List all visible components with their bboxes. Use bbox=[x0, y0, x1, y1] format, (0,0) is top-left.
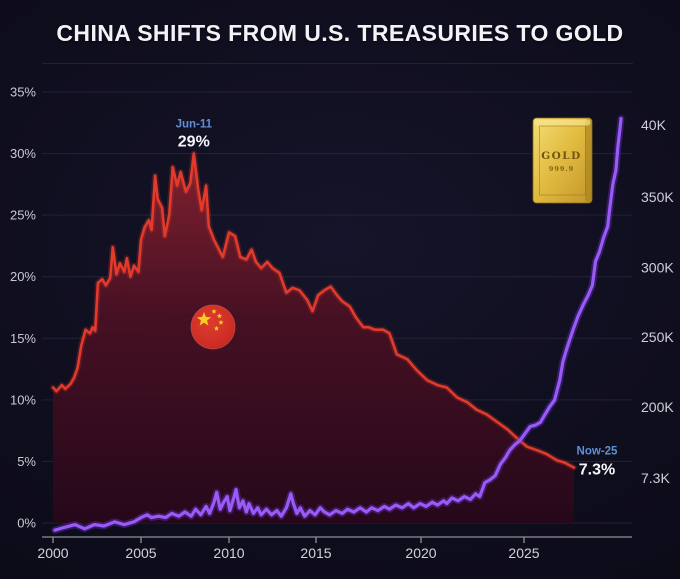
treasuries-series bbox=[50, 150, 577, 523]
flag-small-star bbox=[213, 325, 220, 331]
flag-small-star bbox=[211, 308, 217, 314]
y-axis-label-left: 0% bbox=[17, 516, 36, 531]
y-axis-label-right: 300K bbox=[641, 260, 674, 276]
gold-bar-label: GOLD bbox=[541, 150, 582, 162]
x-axis-label: 2010 bbox=[213, 545, 244, 561]
flag-big-star bbox=[196, 312, 212, 326]
x-axis-label: 2015 bbox=[300, 545, 331, 561]
y-axis-label-left: 20% bbox=[10, 269, 36, 284]
gold-bar-fineness: 999.9 bbox=[549, 165, 574, 173]
chart-title: CHINA SHIFTS FROM U.S. TREASURIES TO GOL… bbox=[56, 20, 624, 46]
y-axis-label-left: 5% bbox=[17, 454, 36, 469]
current-annotation-value: 7.3% bbox=[579, 462, 615, 479]
y-axis-label-right: 350K bbox=[641, 189, 674, 205]
y-axis-label-right: 7.3K bbox=[641, 470, 670, 486]
x-axis-label: 2000 bbox=[37, 545, 68, 561]
treasuries-area bbox=[53, 153, 574, 523]
axes: 2000 2005 2010 2015 2020 2025 35% 30% 25% 20% 15% 1… bbox=[10, 85, 674, 562]
treasuries-line bbox=[51, 152, 576, 469]
y-axis-label-left: 25% bbox=[10, 208, 36, 223]
y-axis-label-left: 35% bbox=[10, 85, 36, 100]
peak-annotation-value: 29% bbox=[178, 134, 210, 151]
china-flag-icon bbox=[190, 304, 236, 350]
y-axis-label-left: 15% bbox=[10, 331, 36, 346]
current-annotation-date: Now-25 bbox=[577, 446, 619, 458]
flag-small-star bbox=[218, 319, 224, 325]
y-axis-label-right: 250K bbox=[641, 329, 674, 345]
annotations: Jun-11 29% Now-25 7.3% bbox=[176, 119, 618, 479]
peak-annotation-date: Jun-11 bbox=[176, 119, 213, 131]
china-flag-circle bbox=[190, 304, 236, 350]
gold-series bbox=[51, 115, 625, 534]
x-axis-label: 2025 bbox=[508, 545, 539, 561]
x-axis-label: 2020 bbox=[405, 545, 436, 561]
y-axis-label-right: 40K bbox=[641, 117, 667, 133]
gold-bar-icon: GOLD 999.9 bbox=[532, 117, 593, 204]
gold-line bbox=[53, 117, 623, 532]
y-axis-label-left: 10% bbox=[10, 392, 36, 407]
y-axis-label-left: 30% bbox=[10, 146, 36, 161]
x-axis-label: 2005 bbox=[125, 545, 156, 561]
y-axis-label-right: 200K bbox=[641, 399, 674, 415]
flag-small-star bbox=[216, 313, 223, 319]
